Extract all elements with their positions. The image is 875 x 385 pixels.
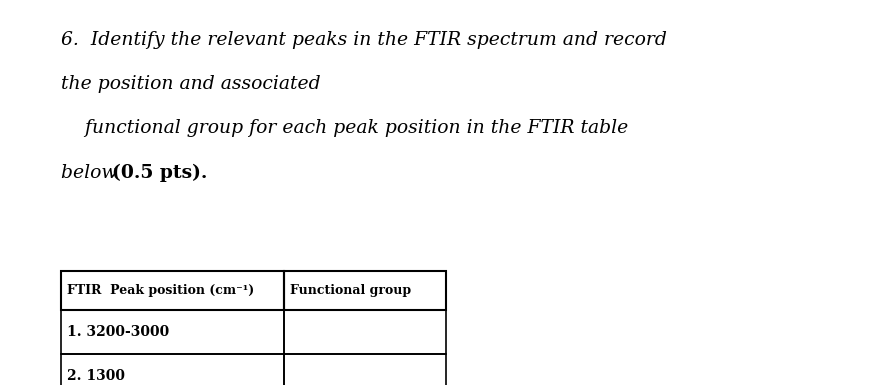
Text: 1. 3200-3000: 1. 3200-3000 <box>67 325 170 339</box>
Bar <box>61 271 284 310</box>
Text: functional group for each peak position in the FTIR table: functional group for each peak position … <box>61 119 628 137</box>
Text: the position and associated: the position and associated <box>61 75 321 93</box>
Text: 2. 1300: 2. 1300 <box>67 369 125 383</box>
Bar <box>284 310 446 354</box>
Text: Functional group: Functional group <box>290 284 411 297</box>
Bar <box>284 354 446 385</box>
Bar <box>61 354 284 385</box>
Bar <box>61 310 284 354</box>
Text: FTIR  Peak position (cm⁻¹): FTIR Peak position (cm⁻¹) <box>67 284 255 297</box>
Bar <box>284 271 446 310</box>
Text: 6.  Identify the relevant peaks in the FTIR spectrum and record: 6. Identify the relevant peaks in the FT… <box>61 31 667 49</box>
Text: below: below <box>61 164 123 182</box>
Text: (0.5 pts).: (0.5 pts). <box>112 164 207 182</box>
